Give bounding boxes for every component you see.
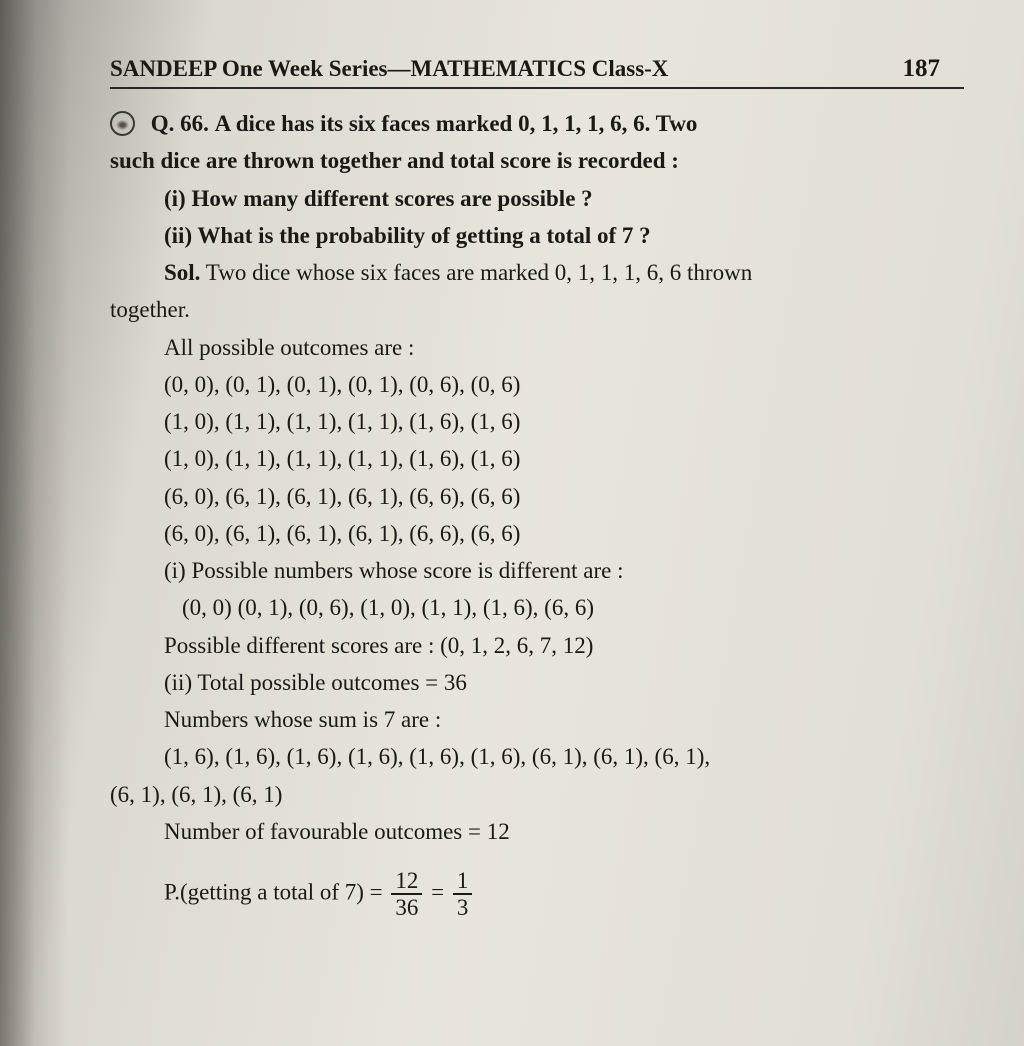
page-content: SANDEEP One Week Series—MATHEMATICS Clas… <box>0 0 1024 941</box>
outcome-row-3: (1, 0), (1, 1), (1, 1), (1, 1), (1, 6), … <box>110 440 964 477</box>
sub-question-i: (i) How many different scores are possib… <box>110 180 964 217</box>
prob-label: P.(getting a total of 7) = <box>164 880 388 905</box>
outcomes-header: All possible outcomes are : <box>110 329 964 366</box>
solution-label: Sol. <box>164 260 200 285</box>
favourable-outcomes: Number of favourable outcomes = 12 <box>110 813 964 850</box>
sub-question-ii: (ii) What is the probability of getting … <box>110 217 964 254</box>
bullet-icon <box>110 111 135 136</box>
part-ii-total: (ii) Total possible outcomes = 36 <box>110 664 964 701</box>
outcome-row-2: (1, 0), (1, 1), (1, 1), (1, 1), (1, 6), … <box>110 403 964 440</box>
probability-line: P.(getting a total of 7) = 12 36 = 1 3 <box>110 868 964 921</box>
question-text-2: such dice are thrown together and total … <box>110 142 964 179</box>
frac1-num: 12 <box>391 868 422 895</box>
header-row: SANDEEP One Week Series—MATHEMATICS Clas… <box>110 55 964 89</box>
sum7-line-2: (6, 1), (6, 1), (6, 1) <box>110 776 964 813</box>
question-text-1: A dice has its six faces marked 0, 1, 1,… <box>215 111 698 136</box>
page-number: 187 <box>903 55 941 83</box>
fraction-1: 12 36 <box>391 868 422 921</box>
sum7-header: Numbers whose sum is 7 are : <box>110 701 964 738</box>
solution-line-1: Sol. Two dice whose six faces are marked… <box>110 254 964 291</box>
question-line-1: Q. 66. A dice has its six faces marked 0… <box>110 105 964 142</box>
solution-intro-1: Two dice whose six faces are marked 0, 1… <box>206 260 752 285</box>
part-i-list: (0, 0) (0, 1), (0, 6), (1, 0), (1, 1), (… <box>110 589 964 626</box>
equals-sign: = <box>431 880 450 905</box>
outcome-row-1: (0, 0), (0, 1), (0, 1), (0, 1), (0, 6), … <box>110 366 964 403</box>
fraction-2: 1 3 <box>453 868 473 921</box>
frac2-num: 1 <box>453 868 473 895</box>
sum7-line-1: (1, 6), (1, 6), (1, 6), (1, 6), (1, 6), … <box>110 738 964 775</box>
question-label: Q. 66. <box>151 111 209 136</box>
part-i-scores: Possible different scores are : (0, 1, 2… <box>110 627 964 664</box>
question-block: Q. 66. A dice has its six faces marked 0… <box>110 105 964 921</box>
part-i-label: (i) Possible numbers whose score is diff… <box>110 552 964 589</box>
outcome-row-4: (6, 0), (6, 1), (6, 1), (6, 1), (6, 6), … <box>110 478 964 515</box>
frac1-den: 36 <box>391 895 422 920</box>
solution-intro-2: together. <box>110 291 964 328</box>
outcome-row-5: (6, 0), (6, 1), (6, 1), (6, 1), (6, 6), … <box>110 515 964 552</box>
series-title: SANDEEP One Week Series—MATHEMATICS Clas… <box>110 56 668 82</box>
frac2-den: 3 <box>453 895 473 920</box>
